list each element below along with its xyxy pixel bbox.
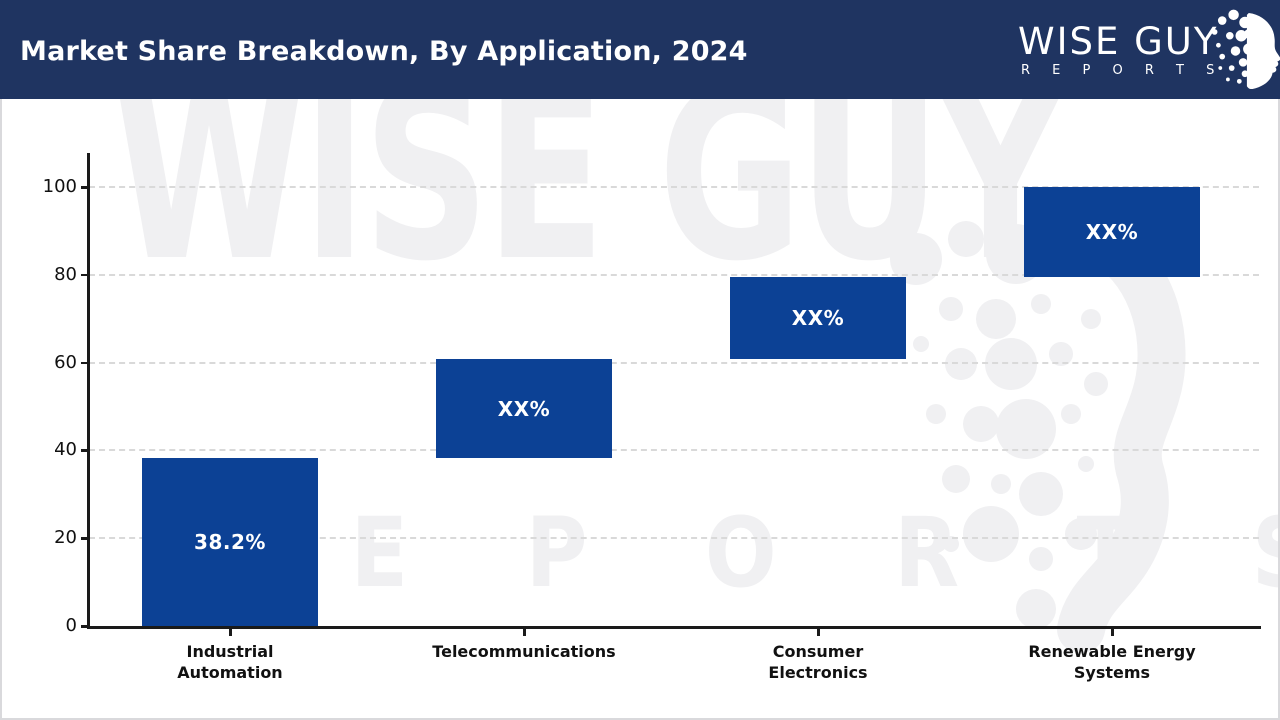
- bar-industrial-automation: 38.2%: [142, 458, 318, 626]
- bar-consumer-electronics: XX%: [730, 276, 906, 360]
- dotted-head-profile-icon: [1212, 9, 1280, 90]
- header: Market Share Breakdown, By Application, …: [0, 0, 1280, 99]
- y-tick-label: 60: [54, 351, 77, 373]
- category-label: Renewable Energy Systems: [1028, 642, 1196, 682]
- logo-text: WISE GUY R E P O R T S: [1018, 20, 1224, 79]
- y-tick-mark: [81, 186, 89, 189]
- bar-value-label: XX%: [791, 305, 845, 330]
- chart-title: Market Share Breakdown, By Application, …: [20, 36, 748, 67]
- bar-value-label: XX%: [497, 396, 551, 421]
- gridline-40: [89, 449, 1259, 452]
- chart-area: WISE GUY R E P O R T S 0 20 40 60 80 100 38.2%…: [0, 99, 1280, 720]
- watermark-head-dots-icon: [890, 220, 1186, 653]
- bar-telecommunications: XX%: [436, 359, 612, 459]
- logo-subtext: R E P O R T S: [1021, 63, 1224, 78]
- x-tick-mark: [523, 628, 526, 636]
- y-tick-label: 80: [54, 263, 77, 285]
- y-axis-line: [87, 153, 90, 628]
- y-tick-mark: [81, 537, 89, 540]
- y-tick-label: 0: [65, 615, 77, 636]
- category-label: Consumer Electronics: [768, 642, 868, 682]
- category-label: Telecommunications: [432, 642, 616, 661]
- y-tick-label: 20: [54, 527, 77, 549]
- y-tick-mark: [81, 361, 89, 365]
- x-tick-mark: [1111, 628, 1114, 636]
- page-border-left: [0, 99, 2, 720]
- x-tick-mark: [229, 628, 232, 636]
- gridline-60: [89, 361, 1259, 364]
- gridline-100: [89, 186, 1259, 188]
- x-tick-mark: [817, 628, 820, 636]
- logo-wordmark: WISE GUY: [1018, 20, 1219, 63]
- bar-value-label: 38.2%: [194, 530, 266, 555]
- gridline-80: [89, 273, 1259, 276]
- y-tick-label: 40: [54, 439, 77, 461]
- bar-value-label: XX%: [1085, 219, 1139, 244]
- bar-renewable-energy-systems: XX%: [1024, 187, 1200, 277]
- wiseguy-logo: WISE GUY R E P O R T S: [1018, 6, 1280, 94]
- x-axis-line: [87, 626, 1261, 629]
- gridline-20: [89, 537, 1259, 540]
- y-tick-mark: [81, 449, 89, 452]
- page-border-bottom: [0, 718, 1280, 720]
- page-border-right: [1278, 99, 1280, 720]
- y-tick-label: 100: [42, 176, 77, 197]
- category-label: Industrial Automation: [177, 642, 283, 682]
- y-tick-mark: [81, 273, 89, 277]
- y-tick-mark: [81, 625, 89, 628]
